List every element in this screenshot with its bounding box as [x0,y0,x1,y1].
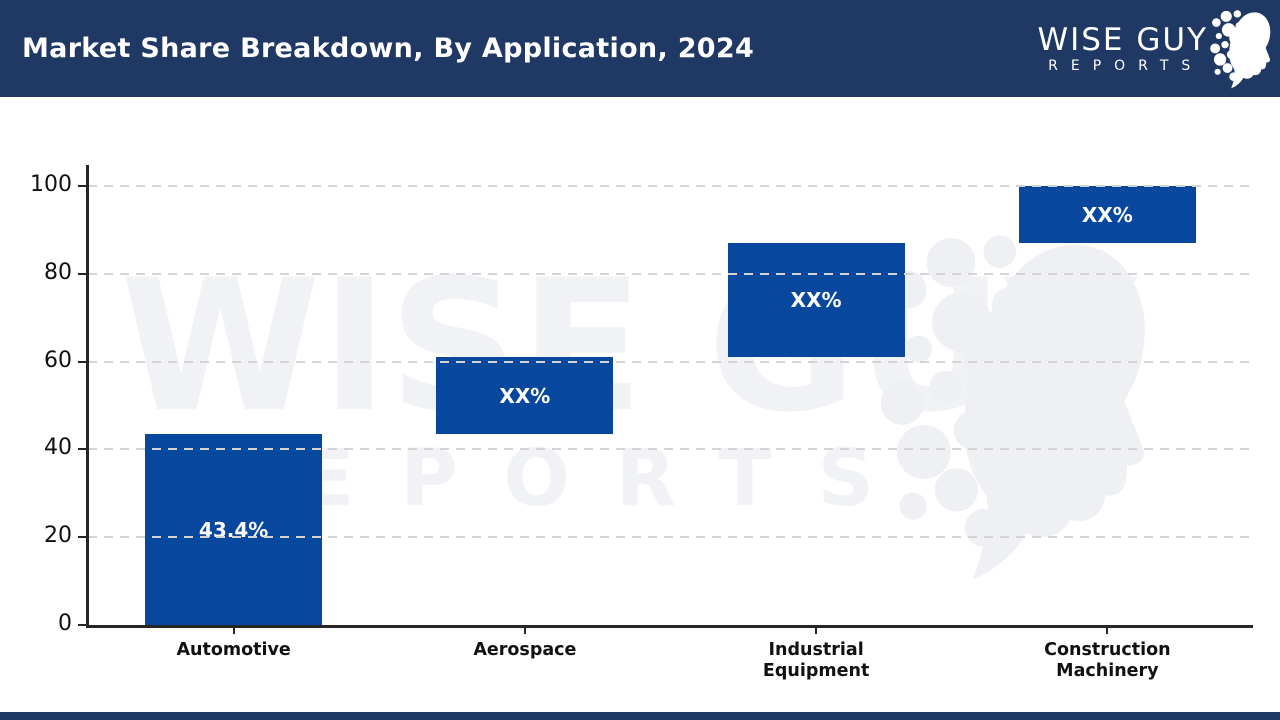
gridline-20 [88,536,1253,539]
logo-sub-text: REPORTS [1048,57,1204,74]
gridline-60 [88,360,1253,363]
y-tick-mark [78,360,87,363]
logo-text: WISE GUY REPORTS [1037,23,1208,73]
y-tick-label: 100 [30,172,72,197]
y-tick-label: 0 [58,611,72,636]
logo-brand-text: WISE GUY [1037,22,1208,59]
gridline-80 [88,272,1253,275]
y-tick-mark [78,448,87,451]
footer-bar [0,712,1280,720]
header: Market Share Breakdown, By Application, … [0,0,1280,97]
y-tick-mark [78,185,87,187]
x-tick-mark [815,625,818,634]
gridline-100 [88,185,1253,187]
x-axis-line [86,625,1253,628]
wiseguy-face-watermark [880,235,1145,580]
y-tick-mark [78,624,87,626]
bar-aerospace: XX% [436,357,614,435]
y-tick-label: 60 [44,347,72,373]
x-category-label: Aerospace [473,640,577,660]
x-category-label: Industrial Equipment [762,640,870,681]
bar-value-label: XX% [790,288,842,313]
y-tick-mark [78,272,87,275]
bar-automotive: 43.4% [145,434,323,625]
x-tick-mark [232,625,235,634]
x-tick-mark [1106,625,1109,634]
y-tick-label: 40 [44,435,72,461]
y-axis-line [86,165,89,628]
bar-value-label: XX% [1081,202,1133,227]
x-category-label: Automotive [176,640,291,660]
bar-industrial-equipment: XX% [727,243,905,358]
gridline-40 [88,448,1253,451]
x-tick-mark [523,625,526,634]
bar-value-label: XX% [499,383,551,408]
page-title: Market Share Breakdown, By Application, … [22,33,755,64]
wiseguy-face-icon [1210,9,1271,88]
y-tick-mark [78,536,87,539]
y-tick-label: 20 [44,523,72,549]
wiseguy-logo: WISE GUY REPORTS [1037,6,1272,91]
y-tick-label: 80 [44,259,72,285]
x-category-label: Construction Machinery [1044,640,1171,681]
bar-construction-machinery: XX% [1018,186,1196,244]
